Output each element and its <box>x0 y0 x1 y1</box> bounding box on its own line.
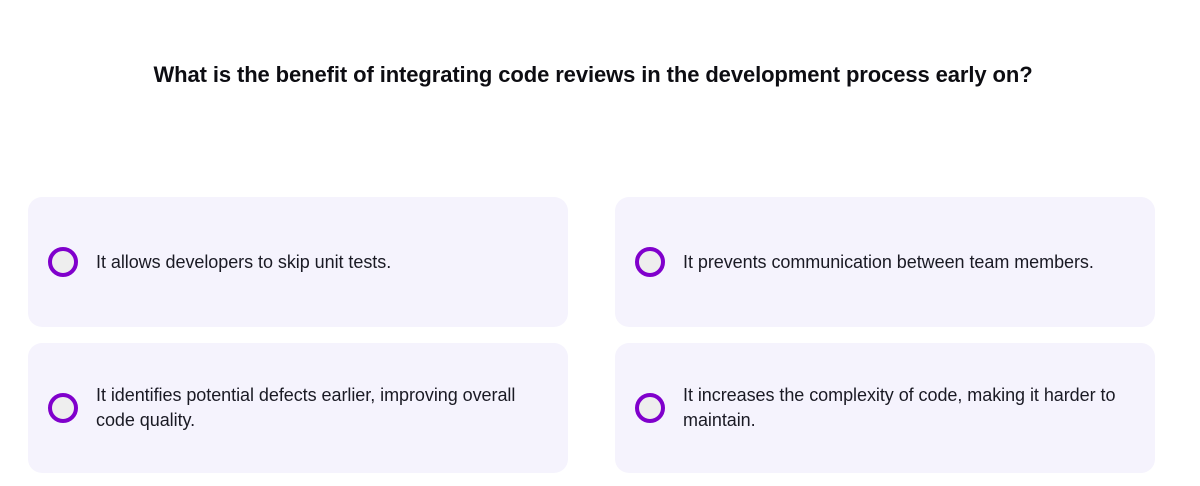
answer-option-label: It prevents communication between team m… <box>683 251 1094 272</box>
radio-unchecked-icon[interactable] <box>48 247 78 277</box>
page-title: What is the benefit of integrating code … <box>153 62 1033 87</box>
answer-option-label: It allows developers to skip unit tests. <box>96 251 392 272</box>
radio-unchecked-icon[interactable] <box>48 393 78 423</box>
answer-options-group: It allows developers to skip unit tests.… <box>28 197 1155 473</box>
answer-option-1[interactable]: It allows developers to skip unit tests. <box>28 197 568 327</box>
radio-unchecked-icon[interactable] <box>635 247 665 277</box>
answer-option-4[interactable]: It increases the complexity of code, mak… <box>615 343 1155 473</box>
answer-option-2[interactable]: It prevents communication between team m… <box>615 197 1155 327</box>
radio-unchecked-icon[interactable] <box>635 393 665 423</box>
answer-option-3[interactable]: It identifies potential defects earlier,… <box>28 343 568 473</box>
answer-option-label: It identifies potential defects earlier,… <box>96 385 516 430</box>
answer-option-label: It increases the complexity of code, mak… <box>683 385 1116 430</box>
